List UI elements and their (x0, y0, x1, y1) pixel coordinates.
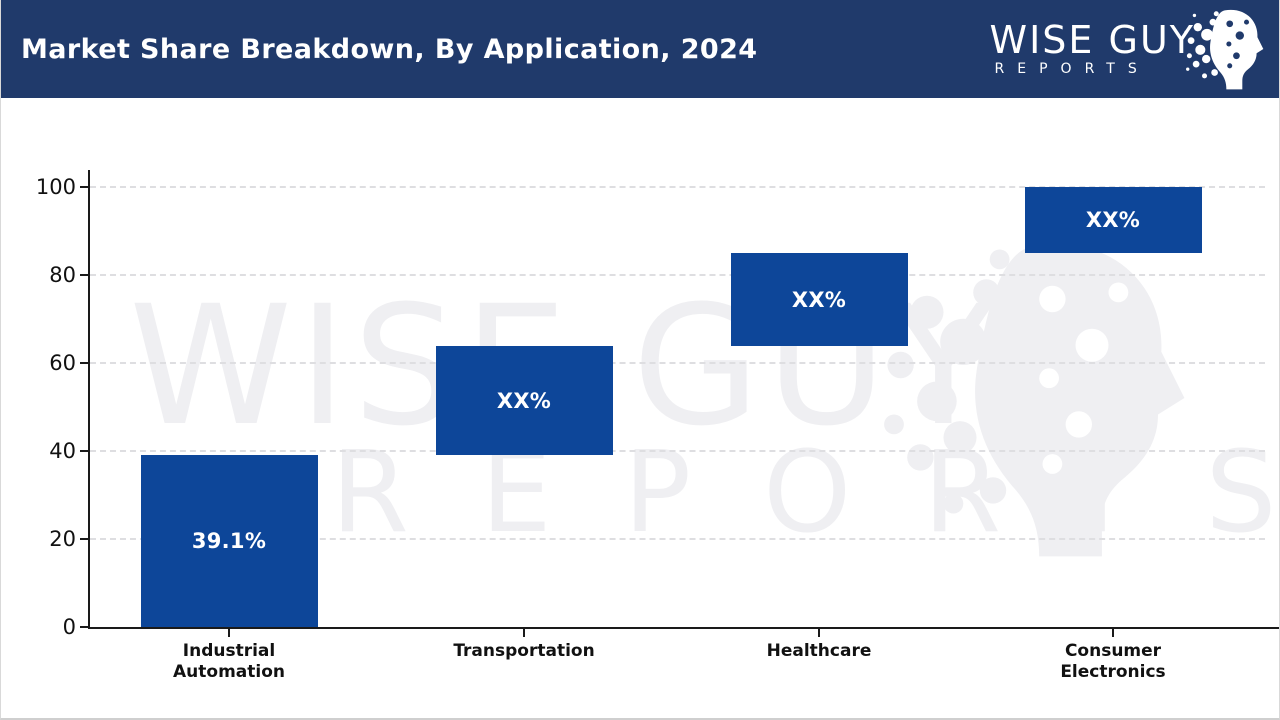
watermark-head-icon (874, 244, 1185, 557)
x-category-label-healthcare: Healthcare (689, 641, 949, 662)
y-tick-mark-80 (80, 274, 88, 276)
bar-industrial-automation: 39.1% (140, 454, 318, 627)
x-category-label-line: Transportation (453, 641, 595, 661)
x-tick-mark-industrial-automation (228, 629, 230, 637)
bar-value-label-transportation: XX% (496, 388, 552, 413)
y-tick-mark-100 (80, 186, 88, 188)
bar-transportation: XX% (435, 346, 613, 455)
plot: 0 20 40 60 80 100 39.1% XX% XX% XX% Industrial Auto… (1, 98, 1279, 718)
y-tick-mark-20 (80, 538, 88, 540)
page-title: Market Share Breakdown, By Application, … (21, 33, 758, 65)
x-tick-mark-consumer-electronics (1112, 629, 1114, 637)
x-category-label-line: Automation (173, 662, 285, 683)
x-category-label-line: Consumer (1064, 641, 1162, 661)
x-category-label-line: Healthcare (766, 641, 872, 661)
gridline-60 (90, 362, 1265, 364)
y-tick-mark-0 (80, 626, 88, 628)
bar-healthcare: XX% (730, 253, 908, 347)
x-tick-mark-transportation (523, 629, 525, 637)
bar-consumer-electronics: XX% (1024, 187, 1202, 253)
y-tick-label-80: 80 (49, 263, 76, 287)
y-tick-label-60: 60 (49, 351, 76, 375)
x-category-label-line: Electronics (1060, 662, 1166, 683)
bar-value-label-consumer-electronics: XX% (1085, 208, 1141, 232)
x-category-label-consumer-electronics: Consumer Electronics (983, 641, 1243, 684)
y-tick-label-0: 0 (62, 615, 76, 639)
logo-wordmark: WISE GUY (989, 18, 1195, 63)
gridline-80 (90, 274, 1265, 276)
y-tick-label-40: 40 (49, 439, 76, 463)
header-bar: Market Share Breakdown, By Application, … (1, 0, 1279, 98)
wiseguy-head-icon (1184, 9, 1264, 90)
wiseguy-logo: WISE GUY REPORTS (990, 6, 1265, 92)
gridline-40 (90, 450, 1265, 452)
y-axis (88, 170, 90, 629)
y-tick-label-20: 20 (49, 527, 76, 551)
x-category-label-industrial-automation: Industrial Automation (99, 641, 359, 684)
y-tick-mark-60 (80, 362, 88, 364)
y-tick-label-100: 100 (35, 175, 76, 199)
bar-value-label-industrial-automation: 39.1% (191, 528, 267, 553)
gridline-20 (90, 538, 1265, 540)
x-category-label-line: Industrial (182, 641, 276, 661)
gridline-100 (90, 186, 1265, 188)
chart-area: WISE GUY REPORTS 0 20 40 60 80 100 39.1% XX% XX%… (1, 98, 1279, 718)
x-category-label-transportation: Transportation (394, 641, 654, 662)
bar-value-label-healthcare: XX% (791, 287, 847, 312)
y-tick-mark-40 (80, 450, 88, 452)
x-tick-mark-healthcare (818, 629, 820, 637)
wiseguy-logo-text: WISE GUY REPORTS (989, 18, 1195, 77)
x-axis (88, 627, 1279, 629)
logo-subtitle: REPORTS (994, 60, 1150, 77)
